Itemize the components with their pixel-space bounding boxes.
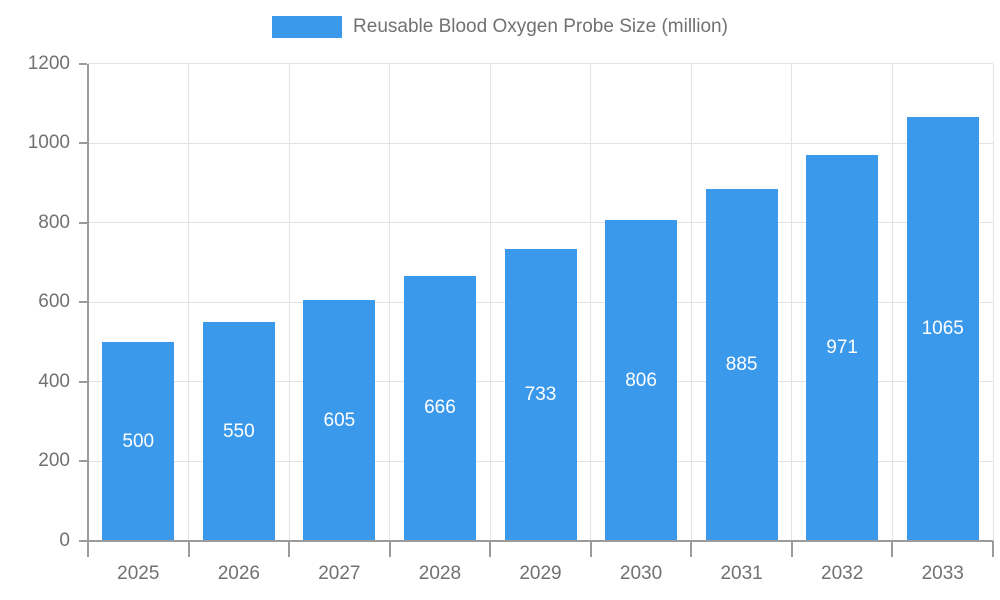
x-axis-tick [489, 541, 492, 557]
y-tick-label: 200 [38, 450, 70, 472]
y-tick-label: 400 [38, 370, 70, 392]
bar-2033[interactable]: 1065 [906, 117, 979, 541]
bar-2026[interactable]: 550 [202, 322, 275, 541]
v-gridline [288, 63, 290, 541]
v-gridline [992, 63, 994, 541]
x-tick-label: 2028 [418, 563, 462, 584]
bar-value-label: 885 [725, 353, 758, 375]
chart-legend[interactable]: Reusable Blood Oxygen Probe Size (millio… [0, 16, 1000, 38]
x-axis-tick [790, 541, 793, 557]
v-gridline [590, 63, 592, 541]
bar-2032[interactable]: 971 [806, 154, 879, 541]
x-axis-tick [187, 541, 190, 557]
bar-2030[interactable]: 806 [605, 220, 678, 541]
y-axis-tick [79, 301, 87, 304]
y-axis-tick [79, 62, 87, 65]
x-axis-tick [891, 541, 894, 557]
legend-label: Reusable Blood Oxygen Probe Size (millio… [353, 16, 728, 37]
y-axis-tick [79, 142, 87, 145]
y-tick-label: 1200 [27, 52, 70, 74]
x-tick-label: 2032 [821, 563, 864, 584]
v-gridline [389, 63, 391, 541]
y-tick-label: 600 [38, 291, 70, 313]
bar-2031[interactable]: 885 [705, 188, 778, 541]
v-gridline [188, 63, 190, 541]
bar-value-label: 666 [424, 397, 456, 419]
bar-2029[interactable]: 733 [504, 249, 577, 541]
bar-value-label: 500 [122, 430, 155, 452]
x-tick-label: 2033 [921, 563, 964, 584]
bar-2027[interactable]: 605 [303, 300, 376, 541]
x-axis-tick [690, 541, 693, 557]
bar-value-label: 733 [524, 384, 557, 406]
legend-swatch [272, 16, 343, 38]
x-tick-label: 2026 [217, 563, 260, 584]
y-tick-label: 800 [38, 211, 70, 233]
y-tick-label: 1000 [27, 132, 70, 154]
x-tick-label: 2030 [619, 563, 663, 584]
v-gridline [690, 63, 692, 541]
y-axis-line [87, 63, 89, 557]
x-axis-tick [992, 541, 994, 557]
x-tick-label: 2025 [117, 563, 160, 584]
bar-value-label: 971 [826, 336, 858, 358]
x-tick-label: 2027 [318, 563, 361, 584]
bar-value-label: 550 [222, 420, 255, 442]
x-axis-tick [288, 541, 291, 557]
x-axis-line [79, 540, 993, 542]
bar-2028[interactable]: 666 [403, 275, 476, 541]
bar-value-label: 806 [625, 369, 657, 391]
bar-2025[interactable]: 500 [102, 342, 175, 541]
v-gridline [891, 63, 893, 541]
v-gridline [489, 63, 491, 541]
y-axis-tick [79, 221, 87, 224]
bar-value-label: 1065 [921, 318, 964, 340]
y-axis-tick [79, 380, 87, 383]
x-axis-tick [388, 541, 391, 557]
y-tick-label: 0 [59, 530, 70, 551]
h-gridline [88, 63, 993, 64]
h-gridline [88, 142, 993, 144]
x-axis-tick [589, 541, 592, 557]
v-gridline [791, 63, 793, 541]
x-tick-label: 2031 [720, 563, 763, 584]
x-tick-label: 2029 [519, 563, 562, 584]
bar-value-label: 605 [323, 409, 356, 431]
h-gridline [88, 222, 993, 224]
y-axis-tick [79, 460, 87, 463]
